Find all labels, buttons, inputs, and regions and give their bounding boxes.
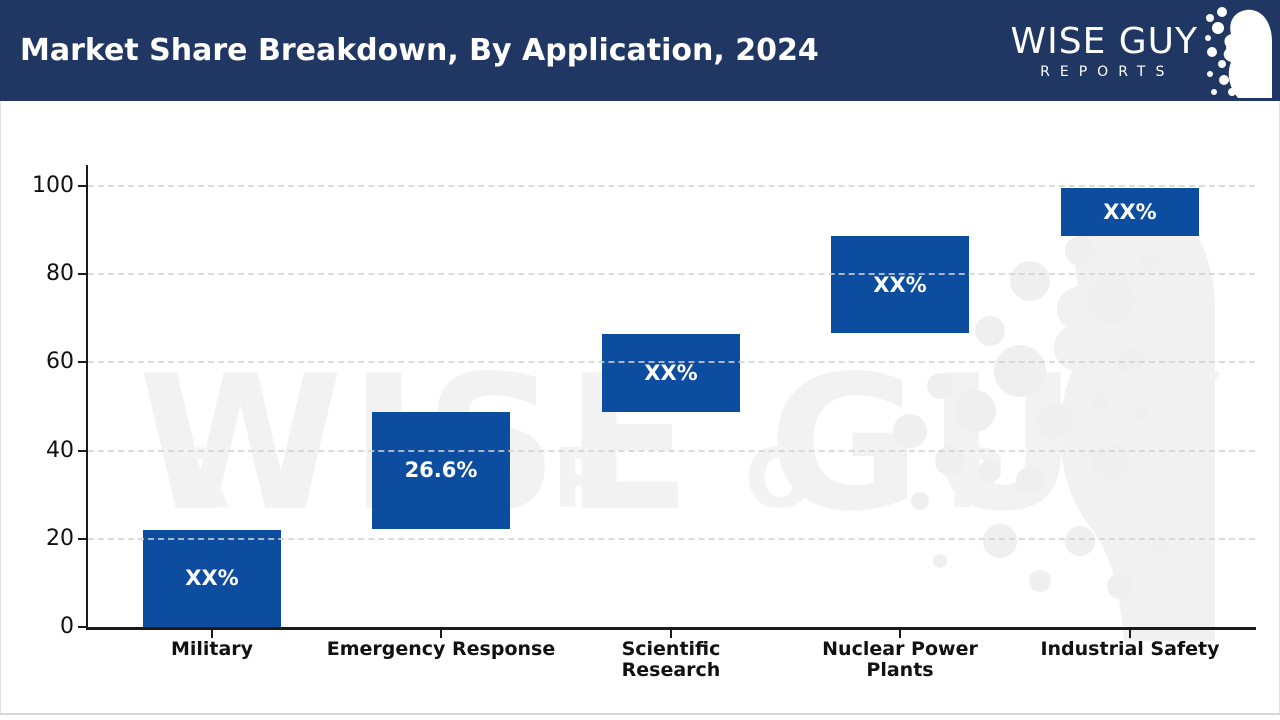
y-axis-line	[86, 165, 88, 630]
brand-logo: WISE GUY REPORTS	[1011, 0, 1275, 101]
gridline-80	[88, 273, 1255, 276]
gridline-60	[88, 361, 1255, 364]
bar-3: XX%	[831, 236, 969, 334]
y-tick-label-40: 40	[46, 437, 74, 463]
y-tick-40	[78, 449, 86, 452]
bar-value-label-0: XX%	[185, 566, 239, 591]
x-axis-label-4: Industrial Safety	[1040, 638, 1220, 660]
y-tick-label-60: 60	[46, 349, 74, 375]
bar-1: 26.6%	[372, 411, 510, 530]
gridline-40	[88, 449, 1255, 452]
x-axis-line	[86, 627, 1256, 630]
x-axis-label-0: Military	[170, 638, 254, 660]
y-tick-label-20: 20	[46, 525, 74, 551]
y-tick-label-80: 80	[46, 261, 74, 287]
y-tick-80	[78, 273, 86, 276]
page-title: Market Share Breakdown, By Application, …	[20, 33, 819, 68]
x-tick-4	[1129, 630, 1131, 638]
y-tick-label-100: 100	[32, 173, 74, 198]
gridline-20	[88, 537, 1255, 540]
head-silhouette-icon	[1205, 6, 1272, 98]
bar-value-label-1: 26.6%	[404, 458, 478, 483]
x-tick-3	[899, 630, 901, 638]
brand-name: WISE GUY	[1010, 21, 1198, 62]
waterfall-chart: 0 20 40 60 80 100 XX% 26.6% XX% XX% XX% Military E…	[0, 101, 1280, 713]
y-tick-0	[78, 626, 86, 628]
frame-left-border	[0, 101, 1, 713]
x-axis-label-2: Scientific Research	[621, 638, 721, 681]
header: Market Share Breakdown, By Application, …	[0, 0, 1280, 101]
brand-logo-text: WISE GUY REPORTS	[1010, 21, 1199, 81]
x-axis-label-3: Nuclear Power Plants	[822, 638, 978, 681]
x-tick-0	[211, 630, 213, 638]
bar-4: XX%	[1061, 187, 1199, 236]
y-tick-100	[78, 185, 86, 187]
brand-subname: REPORTS	[1040, 64, 1175, 80]
bar-2: XX%	[602, 333, 740, 412]
y-tick-60	[78, 361, 86, 364]
x-axis-label-1: Emergency Response	[326, 638, 556, 660]
bar-value-label-3: XX%	[873, 272, 927, 297]
x-tick-1	[440, 630, 442, 638]
bar-value-label-4: XX%	[1103, 199, 1157, 224]
gridline-100	[88, 185, 1255, 187]
frame-bottom-border	[0, 713, 1280, 715]
y-tick-20	[78, 537, 86, 540]
x-tick-2	[670, 630, 672, 638]
y-tick-label-0: 0	[60, 614, 74, 639]
bar-value-label-2: XX%	[644, 360, 698, 385]
bar-0: XX%	[143, 529, 281, 627]
